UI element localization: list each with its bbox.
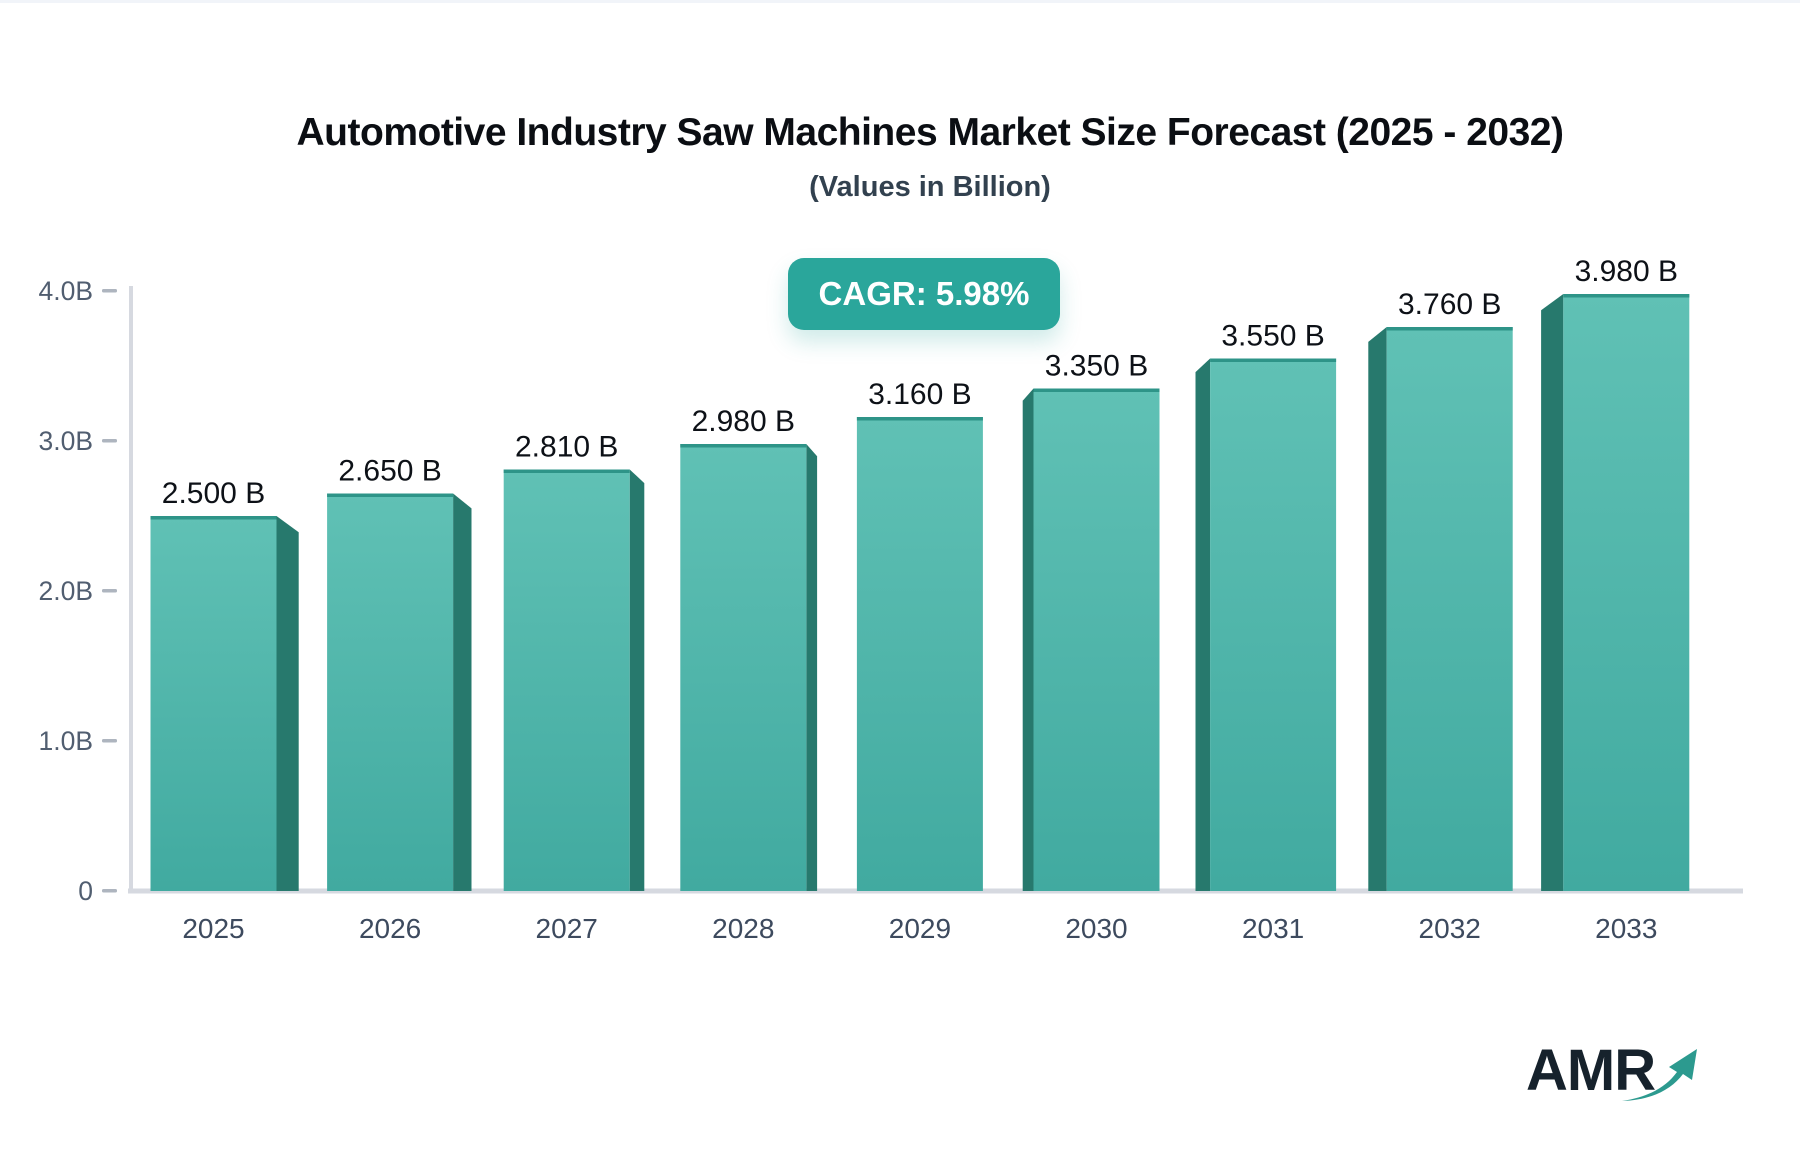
y-axis-tick-dash xyxy=(102,739,117,743)
amr-logo-text: AMR xyxy=(1526,1038,1656,1103)
bar-top-edge xyxy=(150,516,277,520)
bar-top-edge xyxy=(856,417,983,421)
y-axis-tick-dash xyxy=(102,889,117,893)
x-axis-label: 2026 xyxy=(359,913,421,944)
cagr-badge-label: CAGR: 5.98% xyxy=(818,275,1030,312)
bar-value-label: 2.500 B xyxy=(162,477,265,510)
bar-value-label: 3.350 B xyxy=(1045,350,1148,383)
bar-group: 3.550 B 2031 xyxy=(1195,320,1337,944)
bar-value-label: 2.650 B xyxy=(338,455,441,488)
bar-top-edge xyxy=(327,493,454,497)
bar-side-face xyxy=(806,444,818,891)
bar-top-edge xyxy=(680,444,807,448)
bar-group: 3.160 B 2029 xyxy=(856,378,983,944)
growth-arrow-icon xyxy=(1622,1049,1697,1101)
bar-value-label: 3.760 B xyxy=(1398,288,1501,321)
chart-title: Automotive Industry Saw Machines Market … xyxy=(296,111,1564,154)
bar-top-edge xyxy=(503,469,630,473)
bar-group: 2.810 B 2027 xyxy=(503,431,645,944)
bar-group: 2.500 B 2025 xyxy=(150,477,299,944)
x-axis-label: 2030 xyxy=(1065,913,1127,944)
bar-value-label: 3.980 B xyxy=(1575,255,1678,288)
y-axis-tick-dash xyxy=(102,289,117,293)
bar-face xyxy=(327,493,454,891)
bar-top-edge xyxy=(1386,327,1513,331)
y-axis-tick-label: 3.0B xyxy=(38,426,93,456)
bar-side-face xyxy=(1022,388,1034,891)
bar-side-face xyxy=(629,469,645,891)
bar-face xyxy=(150,516,277,891)
x-axis-label: 2031 xyxy=(1242,913,1304,944)
bar-face xyxy=(503,469,630,891)
bar-side-face xyxy=(276,516,299,891)
bar-group: 2.650 B 2026 xyxy=(327,455,472,944)
bar-top-edge xyxy=(1210,358,1337,362)
amr-logo: AMR xyxy=(1526,1033,1726,1113)
y-axis-tick-label: 4.0B xyxy=(38,276,93,306)
y-axis-tick-dash xyxy=(102,589,117,593)
bar-value-label: 3.160 B xyxy=(868,378,971,411)
cagr-badge: CAGR: 5.98% xyxy=(788,258,1060,330)
bar-top-edge xyxy=(1033,388,1160,392)
bar-face xyxy=(1563,294,1690,891)
x-axis-label: 2027 xyxy=(536,913,598,944)
x-axis-label: 2032 xyxy=(1419,913,1481,944)
x-axis-label: 2028 xyxy=(712,913,774,944)
x-axis-label: 2033 xyxy=(1595,913,1657,944)
chart-subtitle: (Values in Billion) xyxy=(809,171,1051,203)
bar-group: 3.760 B 2032 xyxy=(1368,288,1513,944)
x-axis-label: 2029 xyxy=(889,913,951,944)
bar-top-edge xyxy=(1563,294,1690,298)
bar-face xyxy=(1210,358,1337,891)
bar-value-label: 3.550 B xyxy=(1221,320,1324,353)
bar-side-face xyxy=(1368,327,1387,891)
bar-face xyxy=(1033,388,1160,891)
bar-face xyxy=(1386,327,1513,891)
bar-group: 3.350 B 2030 xyxy=(1022,350,1160,944)
bar-side-face xyxy=(1541,294,1564,891)
bar-value-label: 2.810 B xyxy=(515,431,618,464)
bar-side-face xyxy=(453,493,472,891)
y-axis-tick-label: 1.0B xyxy=(38,726,93,756)
bar-group: 2.980 B 2028 xyxy=(680,405,818,944)
bar-group: 3.980 B 2033 xyxy=(1541,255,1690,944)
bar-face xyxy=(680,444,807,891)
bar-face xyxy=(856,417,983,891)
y-axis-line xyxy=(129,286,133,891)
y-axis-tick-label: 0 xyxy=(78,876,93,906)
y-axis-tick-dash xyxy=(102,439,117,443)
bar-side-face xyxy=(1195,358,1211,891)
y-axis-tick-label: 2.0B xyxy=(38,576,93,606)
bar-value-label: 2.980 B xyxy=(692,405,795,438)
x-axis-label: 2025 xyxy=(182,913,244,944)
